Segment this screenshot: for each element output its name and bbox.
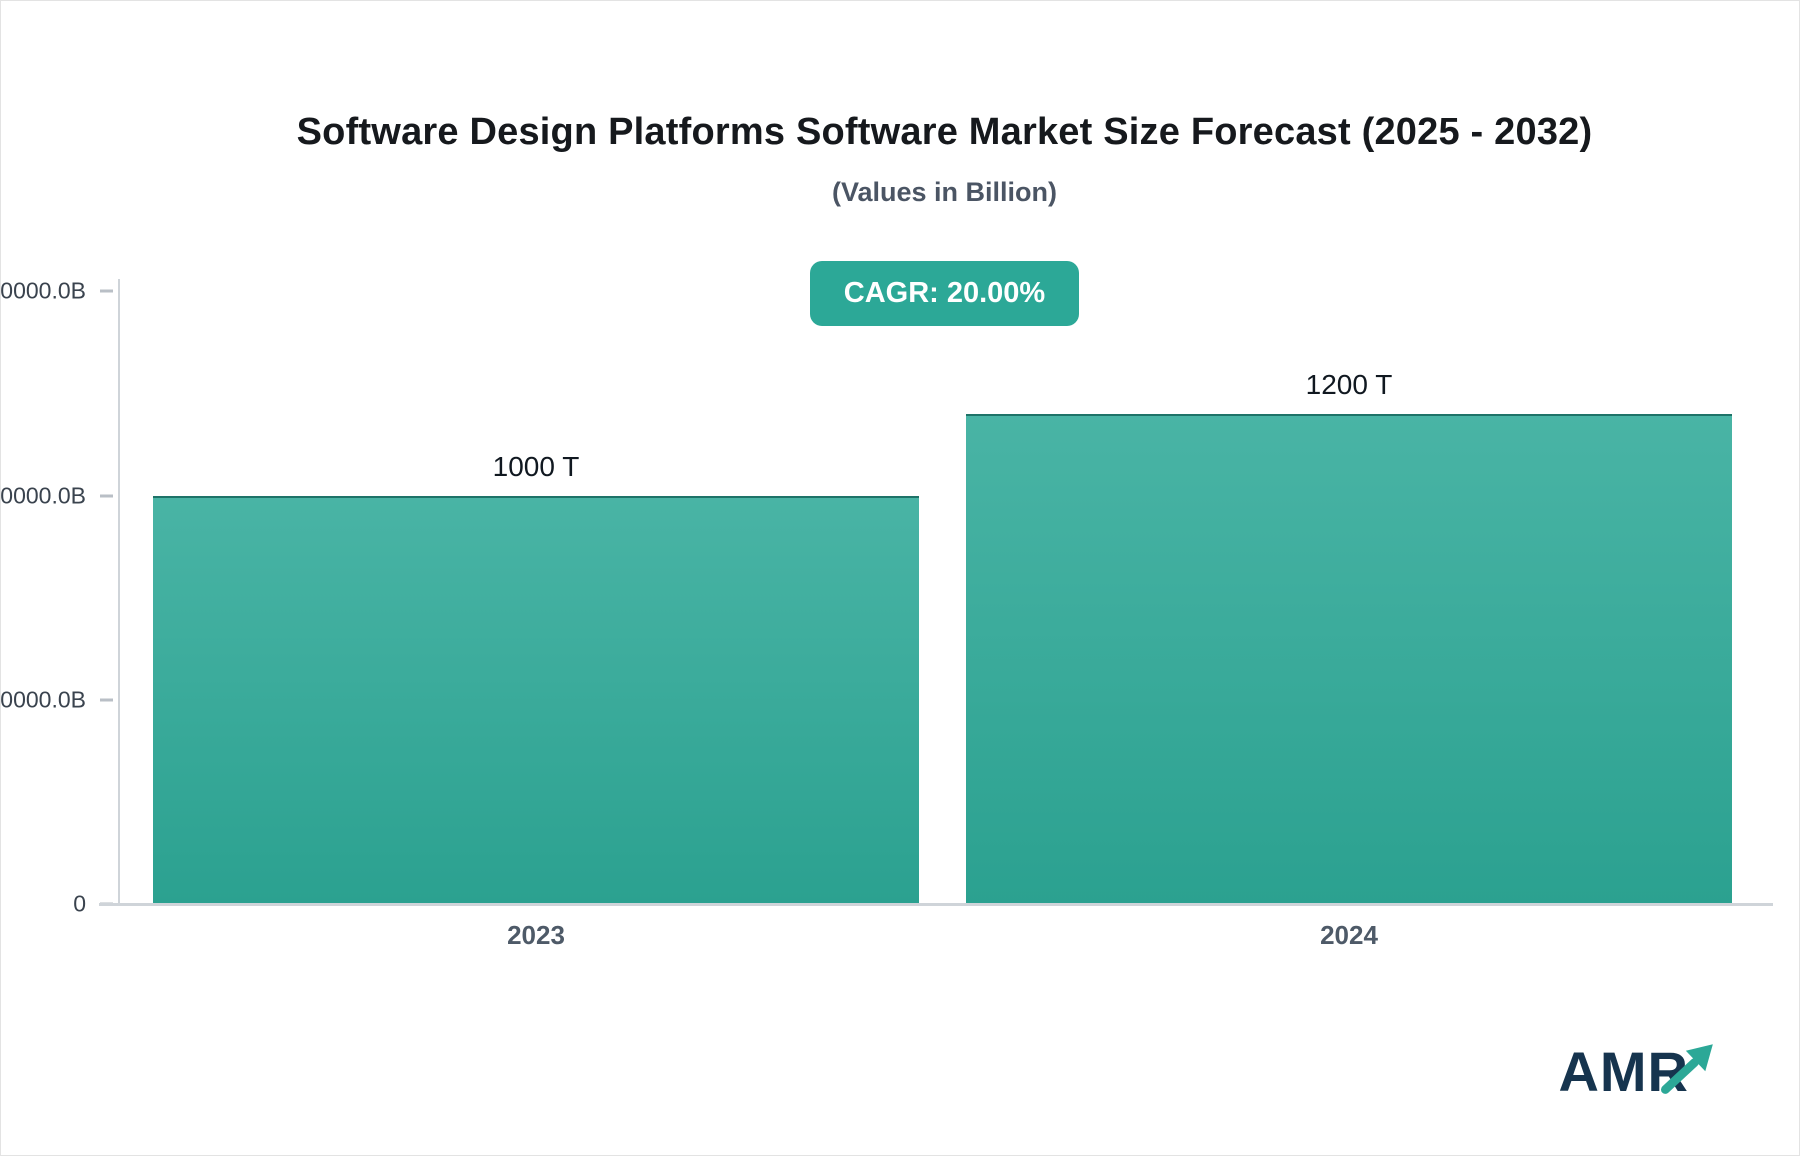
- y-tick-label: 0000.0B: [0, 686, 86, 713]
- amr-logo-arrow-icon: [1661, 1043, 1713, 1094]
- y-tick-mark: [100, 289, 113, 293]
- y-tick: 0000.0B: [0, 277, 113, 305]
- y-tick-label: 0000.0B: [0, 277, 86, 304]
- y-tick-label: 0000.0B: [0, 482, 86, 509]
- bar-group: 1200 T: [966, 279, 1732, 904]
- x-axis-label: 2024: [1320, 920, 1378, 950]
- chart-subtitle: (Values in Billion): [831, 177, 1058, 207]
- y-axis: 0000.0B 0000.0B 0000.0B 0: [0, 277, 118, 917]
- bar-2023[interactable]: [153, 495, 919, 904]
- cagr-badge-row: CAGR: 20.00%: [118, 261, 1771, 326]
- chart-title: Software Design Platforms Software Marke…: [296, 111, 1593, 153]
- x-axis-label: 2023: [507, 920, 565, 950]
- bar-2024[interactable]: [966, 413, 1732, 904]
- cagr-badge: CAGR: 20.00%: [809, 261, 1080, 326]
- y-tick-mark: [100, 698, 113, 702]
- bar-value-label: 1200 T: [1305, 368, 1393, 400]
- bar-chart: 0000.0B 0000.0B 0000.0B 0 1000 T 1200 T 2023…: [0, 277, 1773, 950]
- y-tick: 0000.0B: [0, 686, 113, 713]
- bars-container: 1000 T 1200 T: [120, 279, 1773, 904]
- y-tick-label: 0: [73, 890, 86, 917]
- y-tick-mark: [100, 494, 113, 498]
- y-tick: 0000.0B: [0, 482, 113, 509]
- bar-group: 1000 T: [153, 279, 919, 904]
- x-axis-line: [99, 903, 1773, 906]
- x-axis: 2023 2024: [120, 904, 1773, 951]
- y-axis-line: [118, 279, 120, 904]
- amr-logo: AMR: [1558, 1039, 1715, 1104]
- bar-value-label: 1000 T: [492, 450, 580, 482]
